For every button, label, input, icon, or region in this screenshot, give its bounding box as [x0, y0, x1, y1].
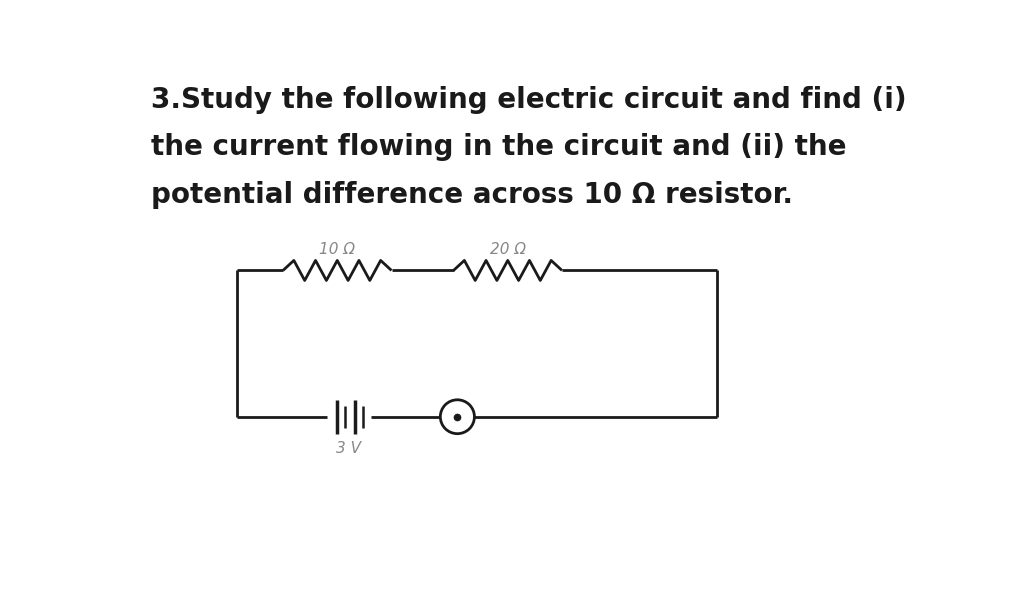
Text: 10 Ω: 10 Ω [319, 241, 355, 257]
Text: 3 V: 3 V [336, 441, 361, 456]
Text: potential difference across 10 Ω resistor.: potential difference across 10 Ω resisto… [152, 181, 794, 209]
Text: 3.Study the following electric circuit and find (i): 3.Study the following electric circuit a… [152, 86, 907, 114]
Text: 20 Ω: 20 Ω [489, 241, 525, 257]
Text: the current flowing in the circuit and (ii) the: the current flowing in the circuit and (… [152, 133, 847, 161]
